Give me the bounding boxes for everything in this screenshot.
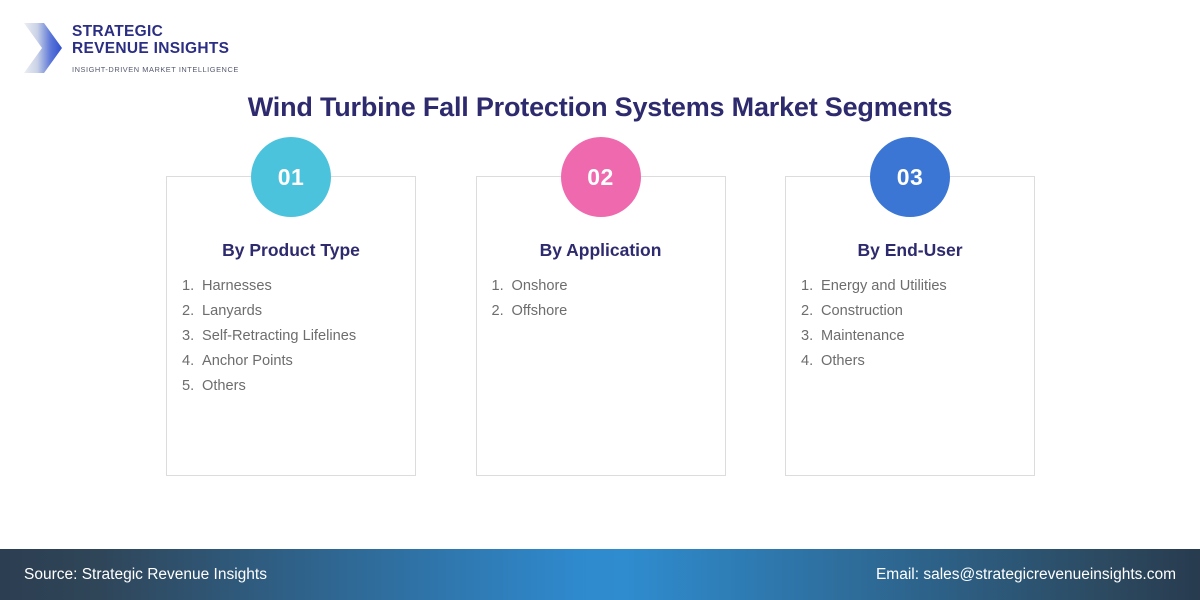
segment-card-product-type: 01 By Product Type Harnesses Lanyards Se… — [166, 137, 416, 476]
footer-bar: Source: Strategic Revenue Insights Email… — [0, 549, 1200, 600]
segment-card-row: 01 By Product Type Harnesses Lanyards Se… — [166, 137, 1035, 476]
segment-list-03: Energy and Utilities Construction Mainte… — [801, 274, 1024, 374]
list-item: Lanyards — [182, 299, 263, 324]
segment-list-01: Harnesses Lanyards Self-Retracting Lifel… — [182, 274, 405, 399]
segment-badge-02: 02 — [560, 137, 641, 217]
segment-badge-03: 03 — [870, 137, 950, 217]
list-item: Anchor Points — [182, 349, 293, 374]
segment-badge-01: 01 — [251, 137, 331, 217]
footer-email: Email: sales@strategicrevenueinsights.co… — [875, 565, 1176, 583]
list-item: Construction — [801, 299, 903, 324]
list-item: Others — [182, 374, 246, 399]
list-item: Offshore — [492, 299, 568, 324]
segment-card-end-user: 03 By End-User Energy and Utilities Cons… — [785, 137, 1035, 476]
segment-heading-01: By Product Type — [222, 240, 360, 260]
brand-logo: STRATEGIC REVENUE INSIGHTS INSIGHT-DRIVE… — [22, 20, 239, 74]
brand-wordmark: STRATEGIC REVENUE INSIGHTS INSIGHT-DRIVE… — [72, 20, 239, 74]
brand-name-line1: STRATEGIC — [72, 23, 164, 40]
brand-tagline: INSIGHT-DRIVEN MARKET INTELLIGENCE — [72, 64, 239, 74]
segment-heading-02: By Application — [539, 240, 662, 260]
page-title: Wind Turbine Fall Protection Systems Mar… — [247, 92, 953, 122]
list-item: Others — [801, 349, 865, 374]
list-item: Onshore — [492, 274, 568, 299]
segment-heading-03: By End-User — [857, 240, 963, 260]
list-item: Energy and Utilities — [801, 274, 947, 299]
segment-list-02: Onshore Offshore — [492, 274, 715, 324]
brand-name-line2: REVENUE INSIGHTS — [72, 40, 230, 58]
footer-source: Source: Strategic Revenue Insights — [24, 565, 267, 583]
chevron-right-logo-icon — [24, 23, 62, 73]
segment-card-application: 02 By Application Onshore Offshore — [475, 137, 726, 476]
list-item: Maintenance — [801, 324, 905, 349]
list-item: Self-Retracting Lifelines — [182, 324, 357, 349]
list-item: Harnesses — [182, 274, 272, 299]
